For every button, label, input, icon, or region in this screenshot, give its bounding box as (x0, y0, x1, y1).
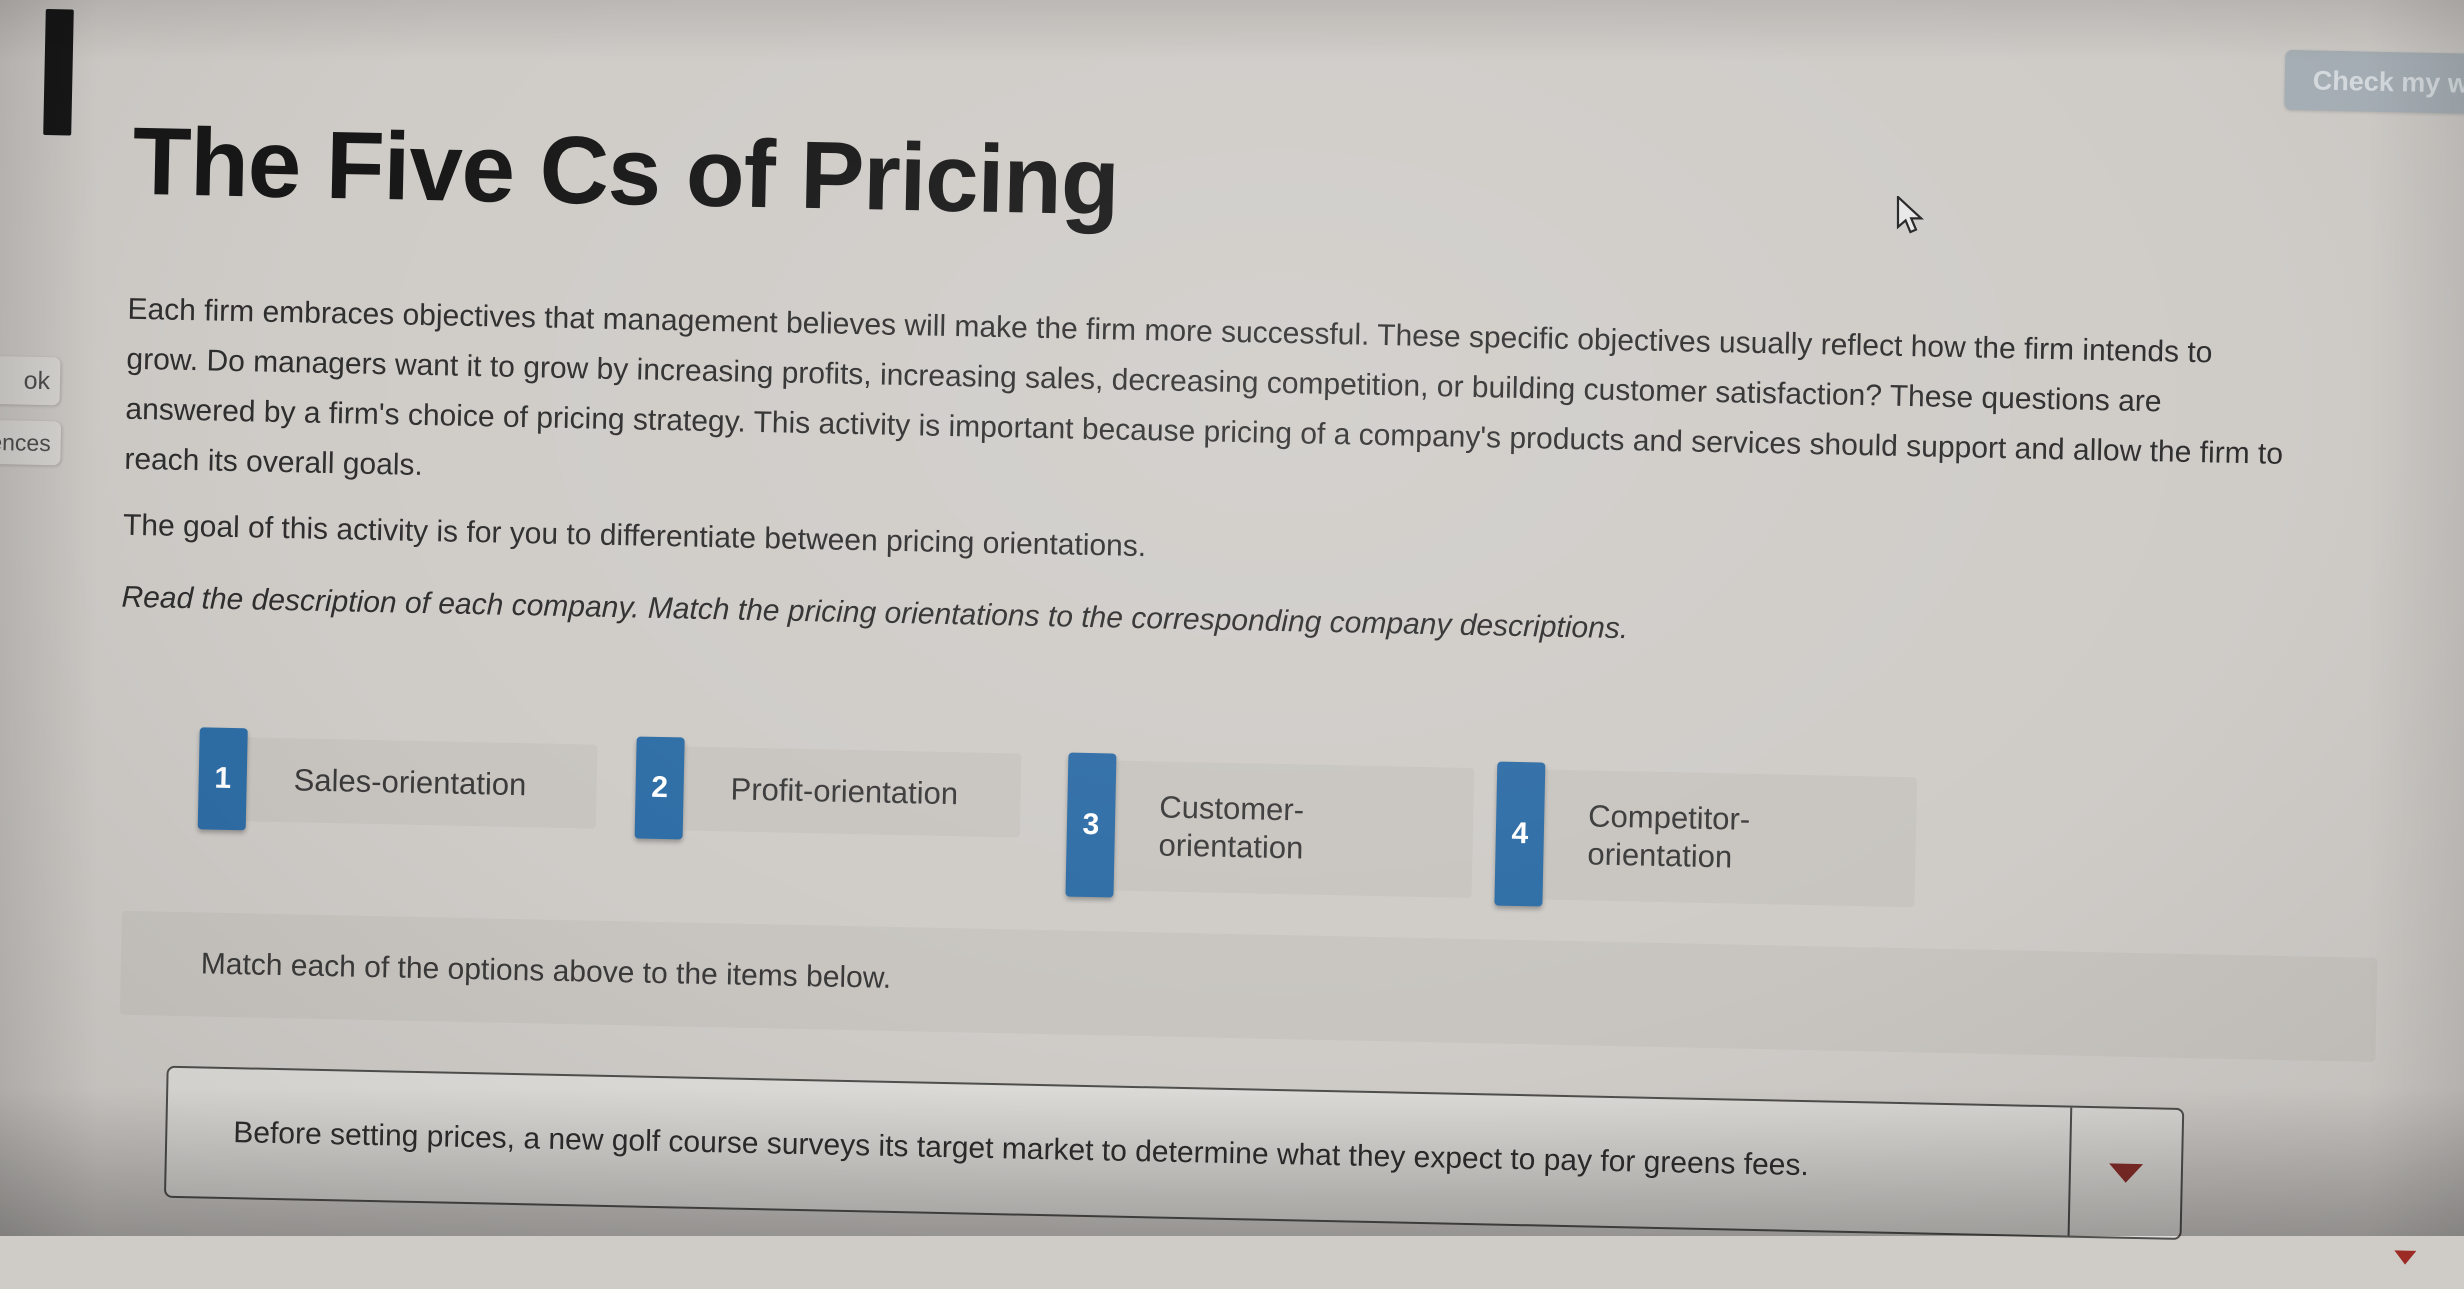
option-number-badge: 2 (634, 736, 685, 840)
intro-paragraph: Each firm embraces objectives that manag… (124, 292, 2284, 482)
option-label: Sales-orientation (293, 762, 527, 803)
check-my-work-button[interactable]: Check my work (2284, 49, 2464, 116)
option-label: Profit-orientation (730, 771, 959, 812)
side-tab-ebook[interactable]: ok (0, 355, 61, 406)
dark-edge-fragment (43, 8, 74, 136)
mouse-cursor (1896, 196, 1925, 234)
option-label: Customer-orientation (1158, 789, 1305, 866)
match-item-row: Before setting prices, a new golf course… (163, 1065, 2185, 1240)
option-number-badge: 4 (1494, 761, 1546, 907)
option-chip-profit-orientation[interactable]: 2 Profit-orientation (634, 736, 1022, 840)
overflow-down-indicator (2394, 1250, 2417, 1265)
option-chip-competitor-orientation[interactable]: 4 Competitor-orientation (1494, 761, 1918, 908)
option-label: Competitor-orientation (1587, 798, 1751, 875)
match-prompt-bar: Match each of the options above to the i… (119, 910, 2378, 1062)
page-title: The Five Cs of Pricing (131, 107, 1120, 236)
item-statement: Before setting prices, a new golf course… (232, 1116, 1810, 1183)
side-tab-references[interactable]: ences (0, 419, 62, 466)
option-chip-customer-orientation[interactable]: 3 Customer-orientation (1065, 752, 1475, 899)
chevron-down-icon (2108, 1162, 2144, 1183)
answer-dropdown-button[interactable] (2067, 1107, 2183, 1238)
match-prompt-text: Match each of the options above to the i… (200, 947, 892, 995)
instructions-text: Read the description of each company. Ma… (121, 580, 1629, 646)
option-number-badge: 3 (1065, 752, 1117, 898)
option-number-badge: 1 (197, 727, 248, 831)
option-chip-sales-orientation[interactable]: 1 Sales-orientation (197, 727, 598, 831)
